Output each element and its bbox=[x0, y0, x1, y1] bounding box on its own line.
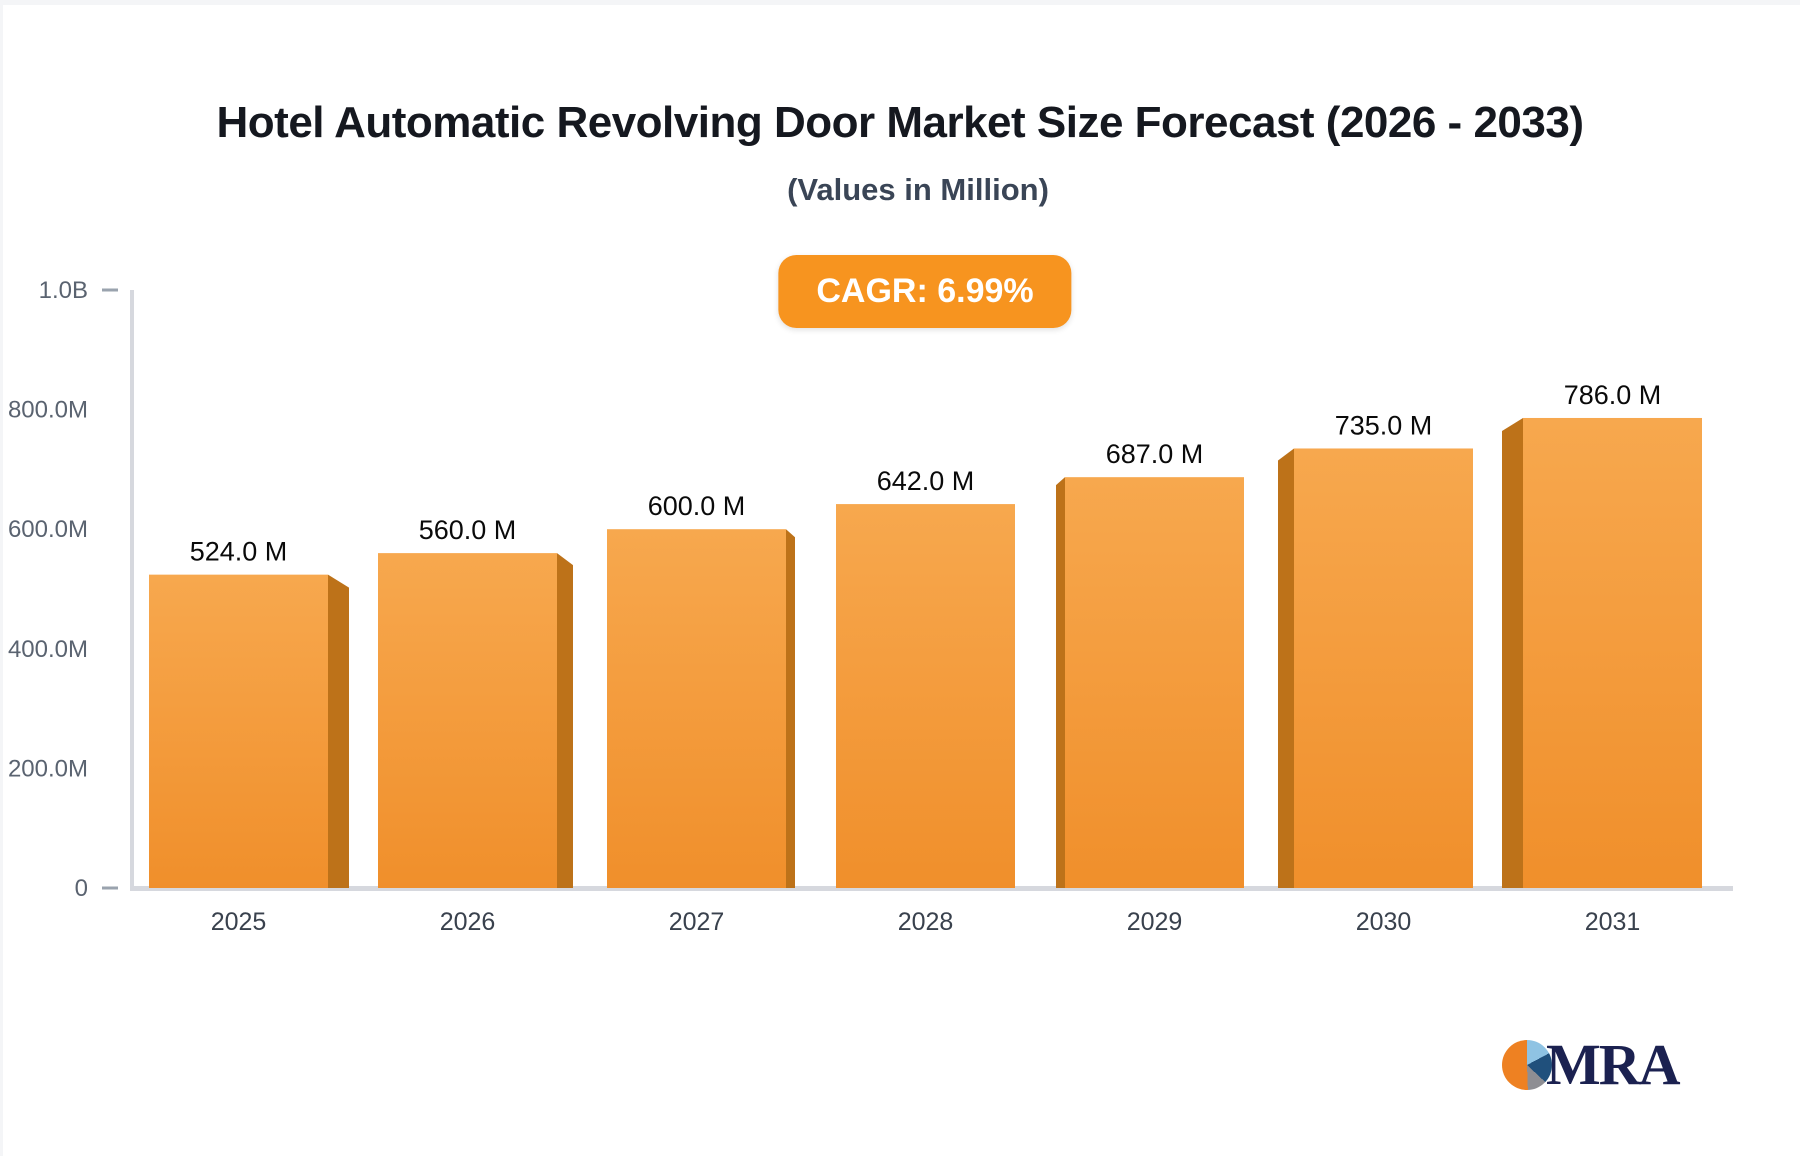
bar-value-label: 524.0 M bbox=[190, 537, 288, 567]
bar-side-face bbox=[1502, 417, 1523, 888]
bar-value-label: 642.0 M bbox=[877, 466, 975, 496]
bar-side-face bbox=[1278, 448, 1294, 888]
bar-front-face bbox=[1294, 448, 1473, 888]
bar-2029[interactable]: 687.0 M 2029 bbox=[1056, 439, 1244, 936]
x-axis-label: 2031 bbox=[1585, 908, 1641, 936]
x-axis-label: 2029 bbox=[1127, 908, 1183, 936]
x-axis-label: 2025 bbox=[211, 908, 267, 936]
y-axis-label: 200.0M bbox=[8, 755, 88, 782]
bar-side-face bbox=[1056, 477, 1065, 888]
pie-chart-icon bbox=[1502, 1040, 1552, 1090]
y-axis-line bbox=[130, 290, 134, 891]
x-axis-label: 2027 bbox=[669, 908, 725, 936]
chart-subtitle: (Values in Million) bbox=[787, 172, 1049, 207]
y-axis-label: 800.0M bbox=[8, 397, 88, 424]
mra-logo-text: MRA bbox=[1546, 1032, 1681, 1097]
x-axis-label: 2026 bbox=[440, 908, 496, 936]
y-axis-label: 600.0M bbox=[8, 516, 88, 543]
y-axis-label: 1.0B bbox=[39, 277, 88, 304]
bar-2028[interactable]: 642.0 M 2028 bbox=[836, 466, 1015, 936]
bar-value-label: 560.0 M bbox=[419, 515, 517, 545]
cagr-badge: CAGR: 6.99% bbox=[778, 255, 1072, 328]
bar-value-label: 600.0 M bbox=[648, 491, 746, 521]
bar-2027[interactable]: 600.0 M 2027 bbox=[607, 491, 795, 936]
bar-2031[interactable]: 786.0 M 2031 bbox=[1502, 380, 1702, 936]
bar-side-face bbox=[786, 529, 795, 888]
x-axis-label: 2028 bbox=[898, 908, 954, 936]
bar-front-face bbox=[149, 574, 328, 888]
bar-value-label: 687.0 M bbox=[1106, 439, 1204, 469]
bar-side-face bbox=[557, 553, 573, 888]
bar-front-face bbox=[378, 553, 557, 888]
y-axis-label: 0 bbox=[75, 875, 88, 902]
y-axis-label: 400.0M bbox=[8, 636, 88, 663]
mra-logo: MRA bbox=[1502, 1032, 1681, 1097]
y-axis-tick bbox=[102, 288, 118, 292]
x-axis-line bbox=[130, 886, 1733, 891]
bar-2030[interactable]: 735.0 M 2030 bbox=[1278, 410, 1473, 936]
bar-front-face bbox=[1523, 417, 1702, 888]
bar-2026[interactable]: 560.0 M 2026 bbox=[378, 515, 573, 936]
y-axis-tick bbox=[102, 886, 118, 890]
bar-side-face bbox=[328, 574, 349, 888]
chart-title: Hotel Automatic Revolving Door Market Si… bbox=[216, 98, 1584, 147]
bar-front-face bbox=[836, 504, 1015, 888]
bar-value-label: 786.0 M bbox=[1564, 380, 1662, 410]
bar-value-label: 735.0 M bbox=[1335, 410, 1433, 440]
bar-front-face bbox=[1065, 477, 1244, 888]
bar-2025[interactable]: 524.0 M 2025 bbox=[149, 537, 349, 936]
bar-front-face bbox=[607, 529, 786, 888]
x-axis-label: 2030 bbox=[1356, 908, 1412, 936]
